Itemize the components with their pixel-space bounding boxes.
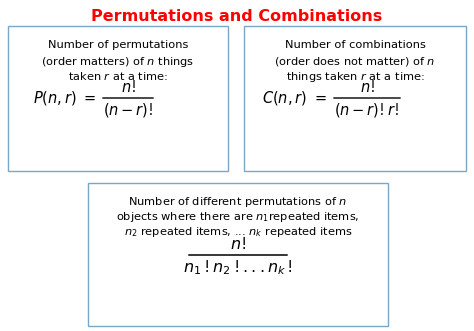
- Text: $n!$: $n!$: [120, 79, 136, 95]
- Text: $n!$: $n!$: [360, 79, 374, 95]
- Text: things taken $r$ at a time:: things taken $r$ at a time:: [286, 70, 424, 84]
- Text: $n_2$ repeated items, ... $n_k$ repeated items: $n_2$ repeated items, ... $n_k$ repeated…: [124, 225, 352, 239]
- Text: $C(n,r)\ =\ $: $C(n,r)\ =\ $: [263, 89, 327, 107]
- Text: taken $r$ at a time:: taken $r$ at a time:: [68, 70, 168, 82]
- Bar: [8, 26, 228, 171]
- Text: $n!$: $n!$: [230, 236, 246, 252]
- Text: Permutations and Combinations: Permutations and Combinations: [91, 9, 383, 24]
- Text: Number of combinations: Number of combinations: [284, 40, 426, 50]
- Text: $(n-r)!r!$: $(n-r)!r!$: [335, 101, 400, 119]
- Text: (order does not matter) of $n$: (order does not matter) of $n$: [274, 55, 436, 68]
- Text: $(n-r)!$: $(n-r)!$: [103, 101, 153, 119]
- Text: (order matters) of $n$ things: (order matters) of $n$ things: [41, 55, 195, 69]
- Text: Number of permutations: Number of permutations: [48, 40, 188, 50]
- Bar: [88, 183, 388, 326]
- Text: Number of different permutations of $n$: Number of different permutations of $n$: [128, 195, 347, 209]
- Text: $P(n,r)\ =\ $: $P(n,r)\ =\ $: [33, 89, 96, 107]
- Bar: [244, 26, 466, 171]
- Text: $n_1\!\ !n_2\!\ !...n_k\!\ !$: $n_1\!\ !n_2\!\ !...n_k\!\ !$: [183, 258, 293, 277]
- Text: objects where there are $n_1$repeated items,: objects where there are $n_1$repeated it…: [116, 210, 360, 224]
